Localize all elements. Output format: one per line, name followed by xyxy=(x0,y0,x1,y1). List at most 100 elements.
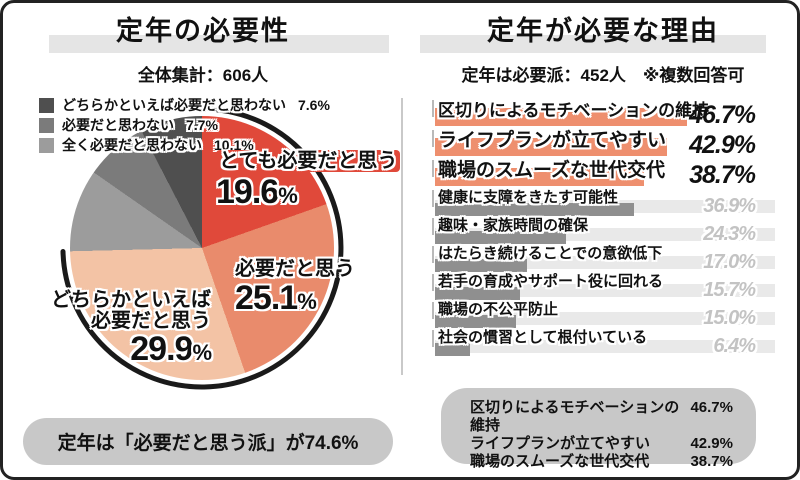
panel-retirement-necessity: 定年の必要性 全体集計：606人 どちらかといえば必要だと思わない 7.6% 必要だ… xyxy=(3,3,403,477)
bar-label: 健康に支障をきたす可能性 xyxy=(438,189,619,206)
bar-value: 36.9% xyxy=(703,195,756,217)
axis-tick xyxy=(432,100,434,117)
bar-row: 区切りによるモチベーションの維持 46.7% xyxy=(432,99,775,129)
summary-value: 42.9% xyxy=(690,435,733,452)
left-panel-title: 定年の必要性 xyxy=(3,9,403,48)
bar-value: 15.0% xyxy=(703,307,756,329)
bar-label: 社会の慣習として根付いている xyxy=(438,329,648,346)
bar-row: 若手の育成やサポート役に回れる 15.7% xyxy=(432,273,775,301)
legend-label: 全く必要だと思わない xyxy=(62,137,202,153)
bar-label: 若手の育成やサポート役に回れる xyxy=(438,273,664,290)
legend-label: 必要だと思わない xyxy=(62,117,174,133)
conclusion-pill: 定年は「必要だと思う派」が74.6% xyxy=(23,418,393,465)
bar-fill xyxy=(435,168,644,186)
axis-tick xyxy=(432,190,434,207)
bar-value: 38.7% xyxy=(689,161,756,189)
right-panel-subtitle: 定年は必要派：452人 ※複数回答可 xyxy=(461,66,745,85)
pie-slice-label-1-text: とても必要だと思う xyxy=(216,150,401,172)
bar-row: 趣味・家族時間の確保 24.3% xyxy=(432,217,775,245)
pie-slice-value-3-number: 29.9 xyxy=(130,330,193,368)
legend-value: 7.6% xyxy=(298,97,330,113)
bar-label: 職場の不公平防止 xyxy=(438,301,559,318)
bar-label: ライフプランが立てやすい xyxy=(438,130,667,151)
pie-slice-value-1: 19.6% xyxy=(216,173,298,214)
pie-highlight-arc xyxy=(60,106,344,390)
bar-row: 社会の慣習として根付いている 6.4% xyxy=(432,329,775,357)
bar-track xyxy=(435,340,775,353)
panel-divider xyxy=(401,98,403,375)
bar-value: 6.4% xyxy=(713,335,756,357)
title-highlight-bar xyxy=(420,35,766,53)
pie-slice-label-3: どちらかといえば 必要だと思う xyxy=(39,290,211,332)
bar-fill xyxy=(435,287,520,300)
percent-sign: % xyxy=(278,183,298,208)
axis-tick xyxy=(432,218,434,235)
bar-value: 24.3% xyxy=(703,223,756,245)
bar-fill xyxy=(435,203,635,216)
bar-row: はたらき続けることでの意欲低下 17.0% xyxy=(432,245,775,273)
legend-swatch xyxy=(39,117,54,133)
bar-fill xyxy=(435,315,516,328)
summary-value: 46.7% xyxy=(690,399,733,416)
axis-tick xyxy=(432,160,434,177)
legend-label: どちらかといえば必要だと思わない xyxy=(62,97,286,113)
percent-sign: % xyxy=(192,340,212,365)
bar-value: 46.7% xyxy=(689,101,756,129)
pie-slice-label-3-line2: 必要だと思う xyxy=(91,310,211,332)
pie-slice-label-1: とても必要だと思う xyxy=(216,150,401,172)
bar-label: はたらき続けることでの意欲低下 xyxy=(438,245,663,262)
summary-row: ライフプランが立てやすい 42.9% xyxy=(470,435,733,453)
pie-slice-value-2-number: 25.1 xyxy=(235,279,298,317)
bar-fill xyxy=(435,259,527,272)
pie-slice-label-3-line1: どちらかといえば xyxy=(51,289,211,311)
pie-slice-label-2: 必要だと思う xyxy=(235,258,355,280)
legend-value: 7.7% xyxy=(186,117,218,133)
bar-row: ライフプランが立てやすい 42.9% xyxy=(432,129,775,159)
left-panel-subtitle: 全体集計：606人 xyxy=(137,66,269,85)
percent-sign: % xyxy=(297,289,317,314)
bar-row: 職場の不公平防止 15.0% xyxy=(432,301,775,329)
bar-fill xyxy=(435,231,567,244)
summary-row: 区切りによるモチベーションの維持 46.7% xyxy=(470,399,733,435)
bar-label: 区切りによるモチベーションの維持 xyxy=(438,101,710,120)
axis-tick xyxy=(432,246,434,263)
bar-value: 15.7% xyxy=(703,279,756,301)
axis-tick xyxy=(432,274,434,291)
legend-value: 10.1% xyxy=(214,137,254,153)
legend-row: どちらかといえば必要だと思わない 7.6% xyxy=(39,95,330,115)
bar-row: 健康に支障をきたす可能性 36.9% xyxy=(432,189,775,217)
bar-fill xyxy=(435,108,688,126)
legend-swatch xyxy=(39,97,54,113)
bar-track xyxy=(435,284,775,297)
legend-swatch xyxy=(39,137,54,153)
bar-value: 42.9% xyxy=(689,131,756,159)
title-highlight-bar xyxy=(49,35,389,53)
axis-tick xyxy=(432,130,434,147)
right-panel-title: 定年が必要な理由 xyxy=(403,9,797,48)
bar-fill xyxy=(435,138,667,156)
summary-box: 区切りによるモチベーションの維持 46.7% ライフプランが立てやすい 42.9% 職場… xyxy=(441,388,756,470)
summary-label: ライフプランが立てやすい xyxy=(470,435,651,452)
axis-tick xyxy=(432,302,434,319)
summary-label: 区切りによるモチベーションの維持 xyxy=(470,399,680,434)
bar-row: 職場のスムーズな世代交代 38.7% xyxy=(432,159,775,189)
left-panel-title-text: 定年の必要性 xyxy=(116,16,290,46)
pie-legend: どちらかといえば必要だと思わない 7.6% 必要だと思わない 7.7% 全く必要だと思わ… xyxy=(39,95,330,155)
right-panel-title-text: 定年が必要な理由 xyxy=(487,16,719,46)
axis-tick xyxy=(432,330,434,347)
pie-slice-value-3: 29.9% xyxy=(39,330,212,371)
summary-value: 38.7% xyxy=(690,453,733,470)
bar-value: 17.0% xyxy=(703,251,756,273)
bar-track xyxy=(435,312,775,325)
bar-fill xyxy=(435,343,470,356)
pie-slice-value-2: 25.1% xyxy=(235,279,317,320)
panel-retirement-reasons: 定年が必要な理由 定年は必要派：452人 ※複数回答可 区切りによるモチベーショ… xyxy=(403,3,797,477)
bar-label: 職場のスムーズな世代交代 xyxy=(438,160,666,181)
summary-label: 職場のスムーズな世代交代 xyxy=(470,453,650,470)
summary-row: 職場のスムーズな世代交代 38.7% xyxy=(470,453,733,471)
bar-label: 趣味・家族時間の確保 xyxy=(438,217,589,234)
legend-row: 全く必要だと思わない 10.1% xyxy=(39,135,330,155)
legend-row: 必要だと思わない 7.7% xyxy=(39,115,330,135)
pie-slice-value-1-number: 19.6 xyxy=(216,173,279,211)
